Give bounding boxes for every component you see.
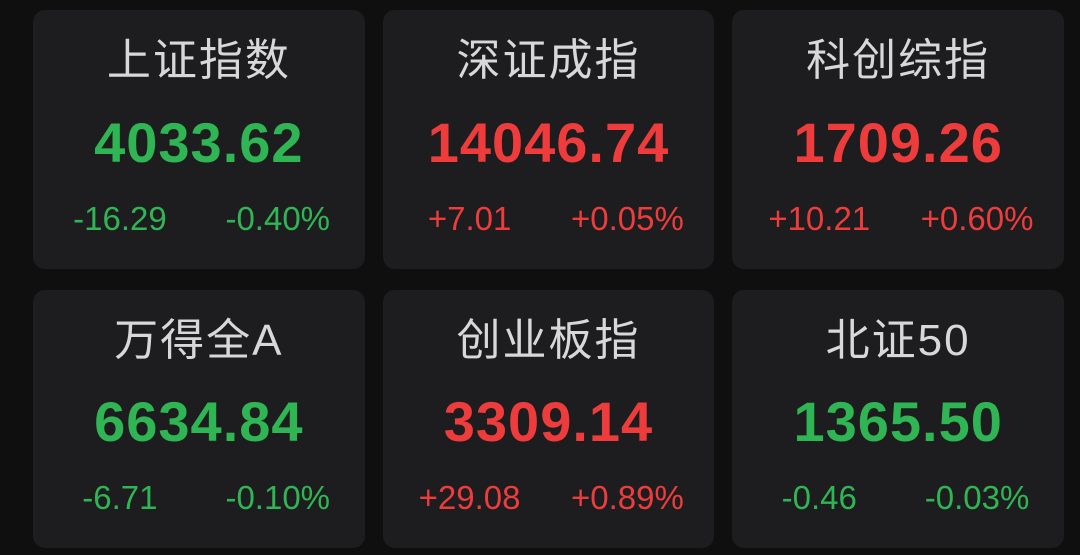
index-change-amount: -16.29	[73, 199, 167, 237]
index-change-row: -0.46 -0.03%	[740, 481, 1056, 514]
index-name: 科创综指	[806, 36, 991, 85]
index-card-chinext[interactable]: 创业板指 3309.14 +29.08 +0.89%	[382, 289, 715, 548]
index-card-shenzhen-component[interactable]: 深证成指 14046.74 +7.01 +0.05%	[382, 10, 715, 269]
index-value: 4033.62	[94, 110, 304, 174]
index-change-percent: +0.89%	[571, 479, 684, 516]
index-change-row: +7.01 +0.05%	[391, 202, 707, 235]
index-card-star-composite[interactable]: 科创综指 1709.26 +10.21 +0.60%	[732, 10, 1064, 269]
index-change-amount: +29.08	[418, 479, 521, 516]
index-change-percent: -0.40%	[225, 199, 331, 237]
index-name: 上证指数	[106, 36, 291, 85]
index-name: 创业板指	[456, 315, 641, 365]
index-name: 万得全A	[114, 315, 284, 365]
index-change-percent: -0.10%	[225, 479, 331, 516]
index-name: 北证50	[825, 315, 971, 365]
index-change-row: -16.29 -0.40%	[41, 202, 357, 235]
index-value: 1365.50	[793, 390, 1003, 454]
index-change-row: +10.21 +0.60%	[740, 202, 1056, 235]
index-value: 6634.84	[94, 390, 304, 454]
index-change-amount: +10.21	[768, 199, 871, 237]
index-change-percent: +0.05%	[571, 199, 684, 237]
index-card-wind-all-a[interactable]: 万得全A 6634.84 -6.71 -0.10%	[33, 289, 365, 548]
index-change-row: +29.08 +0.89%	[391, 481, 707, 514]
index-value: 14046.74	[427, 110, 670, 174]
index-name: 深证成指	[456, 36, 641, 85]
index-change-percent: -0.03%	[924, 479, 1030, 516]
index-card-shanghai-composite[interactable]: 上证指数 4033.62 -16.29 -0.40%	[33, 10, 365, 269]
index-change-row: -6.71 -0.10%	[41, 481, 357, 514]
index-card-bse50[interactable]: 北证50 1365.50 -0.46 -0.03%	[732, 289, 1064, 548]
index-change-amount: -0.46	[781, 479, 857, 516]
index-change-amount: -6.71	[82, 479, 158, 516]
index-change-amount: +7.01	[427, 199, 512, 237]
index-change-percent: +0.60%	[920, 199, 1034, 237]
index-value: 3309.14	[443, 390, 654, 454]
index-card-grid: 上证指数 4033.62 -16.29 -0.40% 深证成指 14046.74…	[33, 10, 1064, 548]
index-value: 1709.26	[793, 110, 1003, 174]
